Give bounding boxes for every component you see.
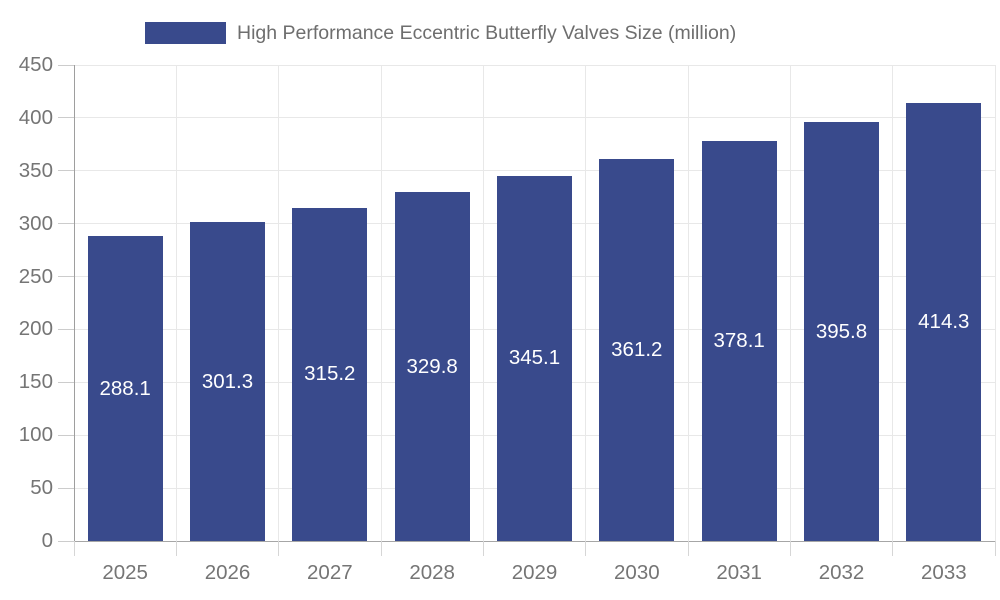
- x-tick-label: 2028: [409, 561, 455, 584]
- bar-value-label: 395.8: [815, 319, 868, 343]
- legend[interactable]: High Performance Eccentric Butterfly Val…: [145, 22, 736, 44]
- y-tick-mark: [58, 381, 74, 383]
- h-gridline: [74, 117, 995, 119]
- bar: 329.8: [394, 192, 470, 541]
- x-tick-mark: [789, 541, 791, 556]
- x-tick-mark: [278, 541, 280, 556]
- y-axis-line: [74, 65, 75, 542]
- bar-value-label: 288.1: [99, 376, 151, 400]
- y-tick-mark: [58, 540, 74, 542]
- bar: 361.2: [599, 158, 675, 541]
- x-tick-label: 2032: [818, 561, 865, 584]
- x-axis-line: [74, 541, 995, 542]
- x-tick-mark: [482, 541, 484, 556]
- v-gridline: [482, 65, 484, 541]
- bar: 301.3: [190, 222, 265, 541]
- v-gridline: [687, 65, 689, 541]
- bar: 395.8: [804, 122, 879, 541]
- bar-value-label: 329.8: [406, 354, 458, 378]
- bar: 378.1: [701, 141, 777, 541]
- bar-value-label: 315.2: [304, 362, 356, 386]
- y-tick-label: 250: [18, 264, 53, 288]
- plot-area: 288.1 301.3 315.2 329.8 345.1 361.2 378.1 395.8…: [74, 64, 996, 541]
- v-gridline: [892, 65, 894, 541]
- v-gridline: [585, 65, 587, 541]
- y-tick-label: 100: [18, 423, 53, 447]
- bar: 414.3: [906, 102, 982, 541]
- x-tick-mark: [687, 541, 689, 556]
- y-tick-mark: [58, 487, 74, 489]
- legend-swatch: [145, 22, 226, 44]
- y-tick-mark: [58, 434, 74, 436]
- bar: 288.1: [87, 236, 163, 541]
- x-tick-mark: [380, 541, 382, 556]
- y-tick-mark: [58, 276, 74, 278]
- x-tick-label: 2030: [614, 561, 660, 584]
- y-tick-label: 400: [18, 105, 53, 129]
- v-gridline: [175, 65, 177, 541]
- y-tick-mark: [58, 170, 74, 172]
- x-tick-mark: [892, 541, 894, 556]
- y-tick-mark: [58, 328, 74, 330]
- y-tick-mark: [58, 64, 74, 66]
- legend-label: High Performance Eccentric Butterfly Val…: [237, 22, 737, 44]
- v-gridline: [994, 65, 996, 541]
- x-tick-mark: [994, 541, 996, 556]
- x-tick-label: 2026: [204, 561, 251, 584]
- x-tick-label: 2033: [921, 561, 967, 584]
- v-gridline: [789, 65, 791, 541]
- x-tick-label: 2031: [716, 561, 762, 584]
- bar-value-label: 378.1: [713, 329, 765, 353]
- bar-value-label: 345.1: [508, 346, 561, 370]
- y-tick-label: 300: [18, 211, 53, 235]
- x-tick-mark: [73, 541, 75, 556]
- y-tick-label: 200: [18, 317, 53, 341]
- y-tick-label: 0: [41, 529, 53, 552]
- bar-value-label: 361.2: [611, 337, 663, 361]
- v-gridline: [380, 65, 382, 541]
- x-tick-mark: [585, 541, 587, 556]
- y-tick-mark: [58, 117, 74, 119]
- x-tick-label: 2027: [307, 561, 353, 584]
- y-tick-label: 350: [18, 158, 53, 182]
- bar: 315.2: [292, 207, 368, 541]
- y-tick-label: 150: [18, 370, 53, 394]
- y-tick-label: 50: [30, 476, 53, 500]
- h-gridline: [74, 64, 995, 66]
- x-tick-label: 2025: [102, 561, 148, 584]
- y-tick-mark: [58, 223, 74, 225]
- v-gridline: [278, 65, 280, 541]
- bar: 345.1: [497, 175, 572, 541]
- bar-value-label: 414.3: [918, 309, 970, 333]
- bar-value-label: 301.3: [201, 369, 254, 393]
- x-tick-label: 2029: [511, 561, 558, 584]
- y-tick-label: 450: [18, 53, 53, 76]
- h-gridline: [74, 170, 995, 172]
- x-tick-mark: [175, 541, 177, 556]
